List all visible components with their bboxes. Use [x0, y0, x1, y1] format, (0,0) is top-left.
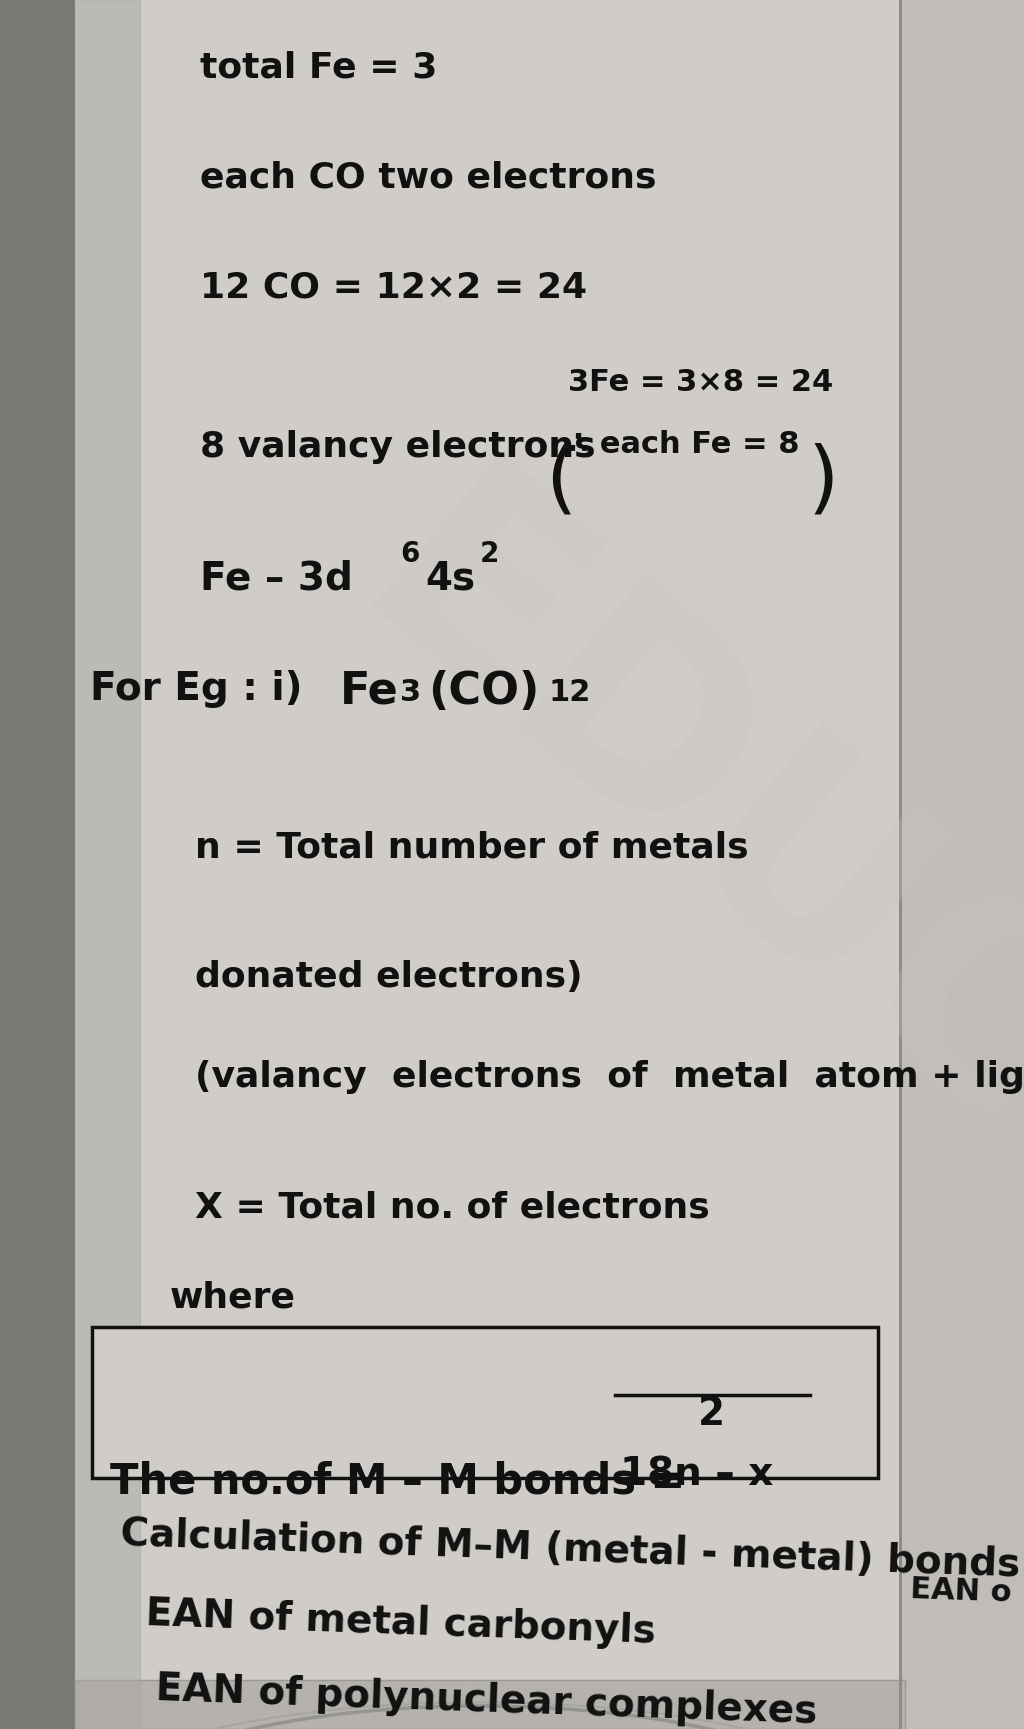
Text: (: (: [545, 443, 577, 520]
Text: ∴ each Fe = 8: ∴ each Fe = 8: [568, 431, 800, 458]
Text: Calculation of M–M (metal - metal) bonds: Calculation of M–M (metal - metal) bonds: [120, 1515, 1021, 1584]
Text: 3: 3: [400, 678, 421, 707]
Text: total Fe = 3: total Fe = 3: [200, 50, 437, 85]
Text: Fe – 3d: Fe – 3d: [200, 560, 353, 598]
Text: X = Total no. of electrons: X = Total no. of electrons: [195, 1190, 710, 1224]
Text: 4s: 4s: [425, 560, 475, 598]
Text: The no.of M – M bonds =: The no.of M – M bonds =: [110, 1459, 685, 1503]
Text: 2: 2: [480, 539, 500, 569]
Text: 12: 12: [548, 678, 591, 707]
Text: 18n – x: 18n – x: [620, 1456, 773, 1494]
FancyBboxPatch shape: [900, 0, 1024, 1729]
Text: each CO two electrons: each CO two electrons: [200, 161, 656, 194]
Text: 12 CO = 12×2 = 24: 12 CO = 12×2 = 24: [200, 270, 587, 304]
Text: where: where: [170, 1279, 296, 1314]
Text: EAN o: EAN o: [910, 1575, 1012, 1608]
Text: 2: 2: [698, 1395, 725, 1433]
Text: n = Total number of metals: n = Total number of metals: [195, 830, 749, 864]
Polygon shape: [0, 0, 80, 1729]
FancyBboxPatch shape: [75, 0, 945, 1729]
Text: donated electrons): donated electrons): [195, 960, 583, 994]
Text: EAN of polynuclear complexes: EAN of polynuclear complexes: [155, 1670, 818, 1729]
Text: EDUC: EDUC: [308, 444, 1024, 1196]
Text: 8 valancy electrons: 8 valancy electrons: [200, 431, 596, 463]
Text: (valancy  electrons  of  metal  atom + ligands: (valancy electrons of metal atom + ligan…: [195, 1060, 1024, 1094]
Text: For Eg : i): For Eg : i): [90, 671, 302, 707]
Text: 3Fe = 3×8 = 24: 3Fe = 3×8 = 24: [568, 368, 834, 398]
FancyBboxPatch shape: [92, 1326, 878, 1478]
FancyBboxPatch shape: [75, 1681, 905, 1729]
Text: EAN of metal carbonyls: EAN of metal carbonyls: [145, 1594, 656, 1651]
Text: (CO): (CO): [428, 671, 540, 712]
Text: 6: 6: [400, 539, 420, 569]
Text: ): ): [808, 443, 840, 520]
Text: Fe: Fe: [340, 671, 398, 712]
